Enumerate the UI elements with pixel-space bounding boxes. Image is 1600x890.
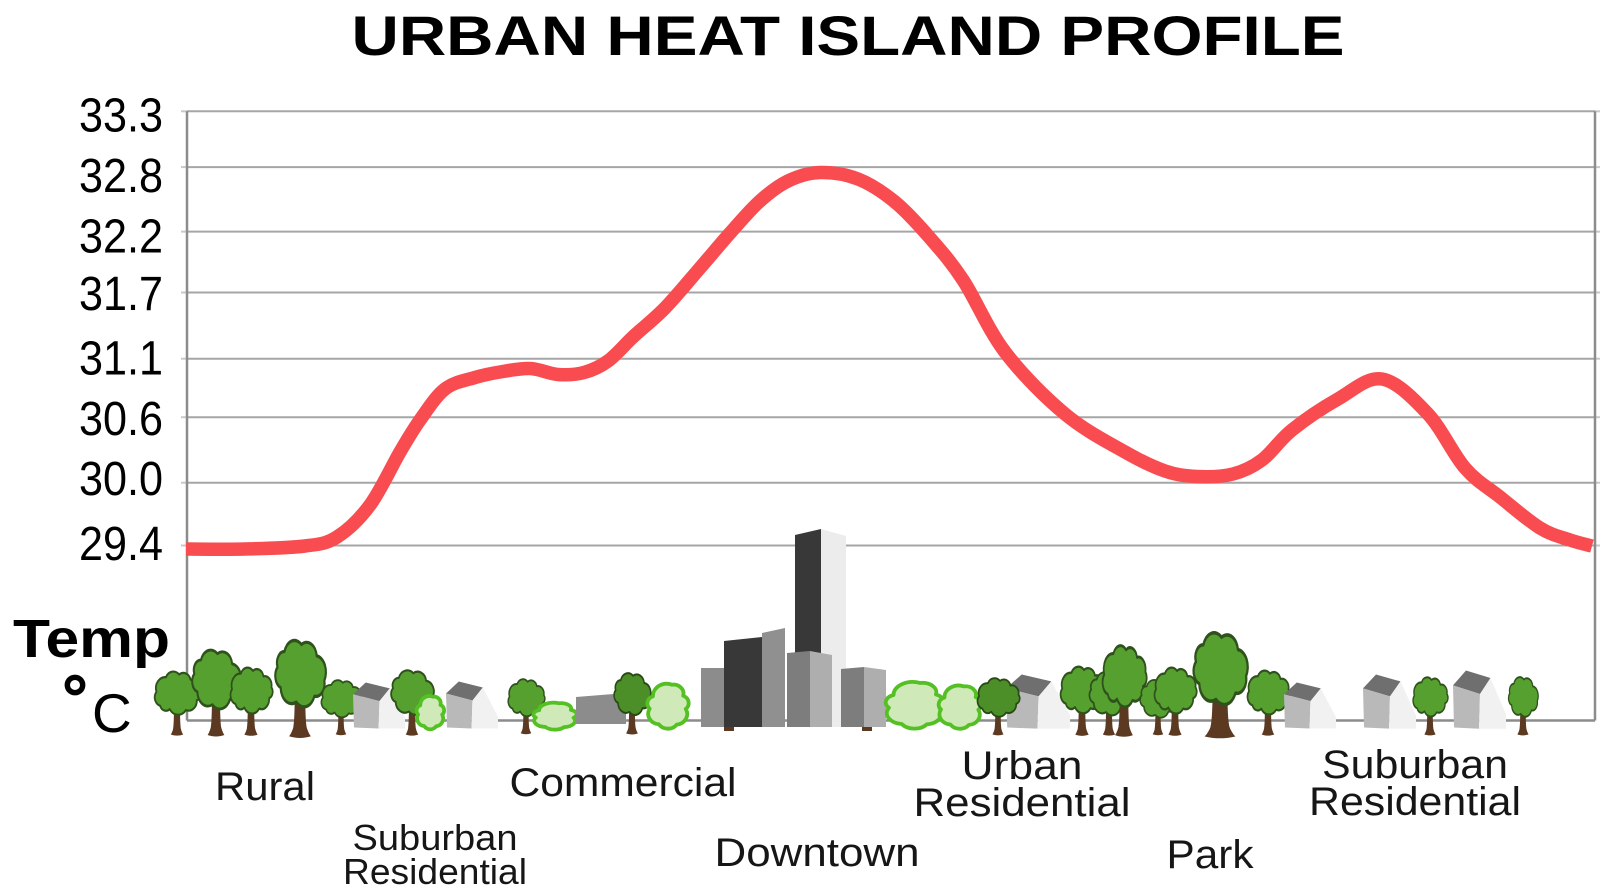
svg-text:32.8: 32.8 <box>79 150 163 203</box>
svg-text:Residential: Residential <box>1309 780 1521 824</box>
svg-text:Suburban: Suburban <box>1322 743 1508 787</box>
svg-text:31.7: 31.7 <box>79 268 163 321</box>
svg-text:Commercial: Commercial <box>510 761 737 805</box>
svg-text:32.2: 32.2 <box>79 211 163 264</box>
svg-text:Temp: Temp <box>13 609 170 669</box>
svg-text:29.4: 29.4 <box>79 518 163 571</box>
svg-text:Urban: Urban <box>962 744 1083 788</box>
svg-text:C: C <box>92 682 132 744</box>
svg-text:33.3: 33.3 <box>79 90 163 143</box>
svg-text:Rural: Rural <box>215 765 315 809</box>
svg-text:30.6: 30.6 <box>79 393 163 446</box>
svg-text:31.1: 31.1 <box>79 333 163 386</box>
svg-text:Park: Park <box>1167 833 1255 877</box>
svg-text:Suburban: Suburban <box>353 817 518 858</box>
svg-text:Downtown: Downtown <box>715 831 920 875</box>
svg-text:Residential: Residential <box>343 851 527 890</box>
svg-text:Residential: Residential <box>914 781 1131 825</box>
svg-text:30.0: 30.0 <box>79 453 163 506</box>
svg-text:URBAN HEAT ISLAND PROFILE: URBAN HEAT ISLAND PROFILE <box>352 4 1345 67</box>
